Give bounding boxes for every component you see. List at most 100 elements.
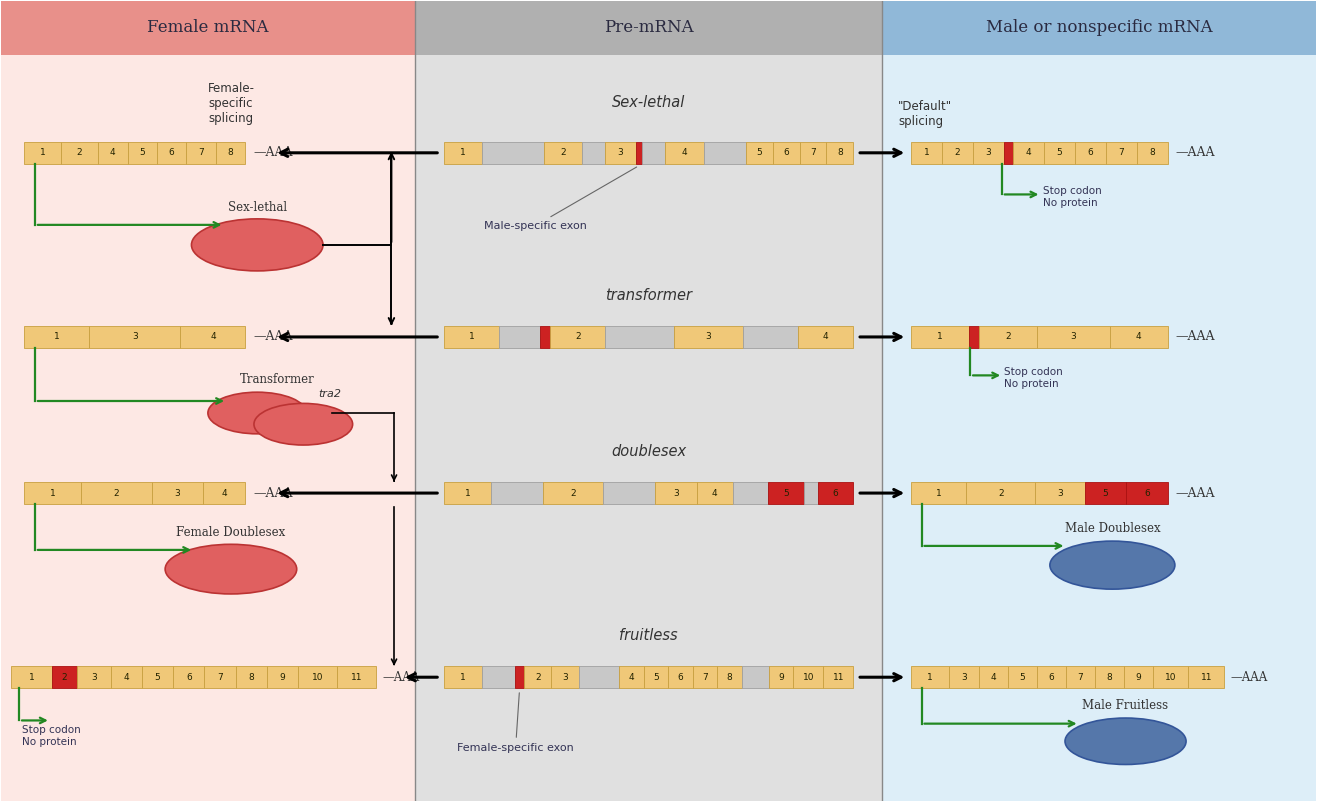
Bar — [1137, 142, 1168, 164]
Bar — [967, 482, 1035, 504]
Text: Stop codon
No protein: Stop codon No protein — [1043, 186, 1101, 208]
Text: 4: 4 — [1026, 148, 1031, 157]
Bar — [1075, 142, 1106, 164]
Bar — [544, 482, 602, 504]
Text: 11: 11 — [350, 673, 362, 682]
Text: 3: 3 — [673, 488, 678, 497]
Text: 6: 6 — [832, 488, 839, 497]
Text: 1: 1 — [40, 148, 46, 157]
Text: —AAA: —AAA — [253, 487, 292, 500]
Text: 3: 3 — [706, 333, 711, 342]
Text: 6: 6 — [1048, 673, 1055, 682]
Text: 4: 4 — [712, 488, 718, 497]
Bar — [1152, 666, 1188, 688]
Text: 3: 3 — [961, 673, 967, 682]
Bar — [25, 326, 90, 348]
Text: 1: 1 — [54, 333, 59, 342]
Text: 1: 1 — [460, 673, 466, 682]
Text: 6: 6 — [1088, 148, 1093, 157]
Bar — [61, 142, 97, 164]
Bar — [823, 666, 853, 688]
Bar — [1004, 142, 1013, 164]
Text: 6: 6 — [784, 148, 789, 157]
Bar — [12, 666, 51, 688]
Bar — [602, 482, 655, 504]
Text: 4: 4 — [221, 488, 227, 497]
Bar — [51, 666, 78, 688]
Text: 6: 6 — [169, 148, 175, 157]
Text: 3: 3 — [175, 488, 180, 497]
Bar — [1, 1, 415, 55]
Text: 7: 7 — [217, 673, 223, 682]
Text: 8: 8 — [249, 673, 254, 682]
Bar — [78, 666, 111, 688]
Bar — [799, 142, 826, 164]
Text: transformer: transformer — [605, 288, 693, 303]
Bar — [482, 142, 544, 164]
Text: 6: 6 — [678, 673, 684, 682]
Text: 6: 6 — [186, 673, 192, 682]
Text: 4: 4 — [628, 673, 635, 682]
Text: 1: 1 — [461, 148, 466, 157]
Text: 2: 2 — [1005, 333, 1011, 342]
Text: 3: 3 — [91, 673, 97, 682]
Text: 8: 8 — [727, 673, 732, 682]
Text: Male-specific exon: Male-specific exon — [483, 167, 636, 231]
Bar — [773, 142, 799, 164]
Bar — [745, 142, 773, 164]
Text: 11: 11 — [832, 673, 844, 682]
Bar — [128, 142, 157, 164]
Bar — [444, 142, 482, 164]
Bar — [337, 666, 375, 688]
Bar — [82, 482, 151, 504]
Text: 4: 4 — [211, 333, 216, 342]
Text: 7: 7 — [702, 673, 709, 682]
Text: 4: 4 — [990, 673, 997, 682]
Text: 1: 1 — [927, 673, 932, 682]
Text: —AAA: —AAA — [1176, 146, 1216, 160]
Text: 4: 4 — [1135, 333, 1142, 342]
Text: —AAA: —AAA — [382, 670, 420, 684]
Text: 2: 2 — [76, 148, 83, 157]
Text: Stop codon
No protein: Stop codon No protein — [22, 725, 80, 747]
Bar — [299, 666, 337, 688]
Text: 10: 10 — [312, 673, 324, 682]
Text: Stop codon
No protein: Stop codon No protein — [1005, 367, 1063, 389]
Bar — [552, 666, 578, 688]
Text: 7: 7 — [199, 148, 204, 157]
Ellipse shape — [191, 219, 323, 271]
Bar — [482, 666, 515, 688]
Text: 2: 2 — [62, 673, 67, 682]
Bar — [142, 666, 174, 688]
Bar — [674, 326, 743, 348]
Bar — [668, 666, 693, 688]
Bar — [644, 666, 668, 688]
Bar — [818, 482, 853, 504]
Bar — [793, 666, 823, 688]
Bar — [973, 142, 1004, 164]
Text: "Default"
splicing: "Default" splicing — [898, 100, 952, 128]
Bar — [1094, 666, 1123, 688]
Text: tra2: tra2 — [319, 389, 341, 399]
Bar — [798, 326, 853, 348]
Bar — [980, 326, 1038, 348]
Text: 1: 1 — [923, 148, 930, 157]
Text: 2: 2 — [560, 148, 566, 157]
Text: 2: 2 — [955, 148, 960, 157]
Text: 3: 3 — [132, 333, 138, 342]
Bar — [1, 1, 415, 801]
Bar — [979, 666, 1008, 688]
Text: 4: 4 — [124, 673, 129, 682]
Bar — [524, 666, 552, 688]
Bar — [1106, 142, 1137, 164]
Bar — [578, 666, 619, 688]
Bar — [151, 482, 203, 504]
Bar — [25, 142, 61, 164]
Text: Female-
specific
splicing: Female- specific splicing — [207, 82, 254, 124]
Text: 5: 5 — [140, 148, 145, 157]
Bar — [826, 142, 853, 164]
Bar — [619, 666, 644, 688]
Text: 5: 5 — [1102, 488, 1109, 497]
Bar — [180, 326, 245, 348]
Text: Female-specific exon: Female-specific exon — [457, 693, 574, 753]
